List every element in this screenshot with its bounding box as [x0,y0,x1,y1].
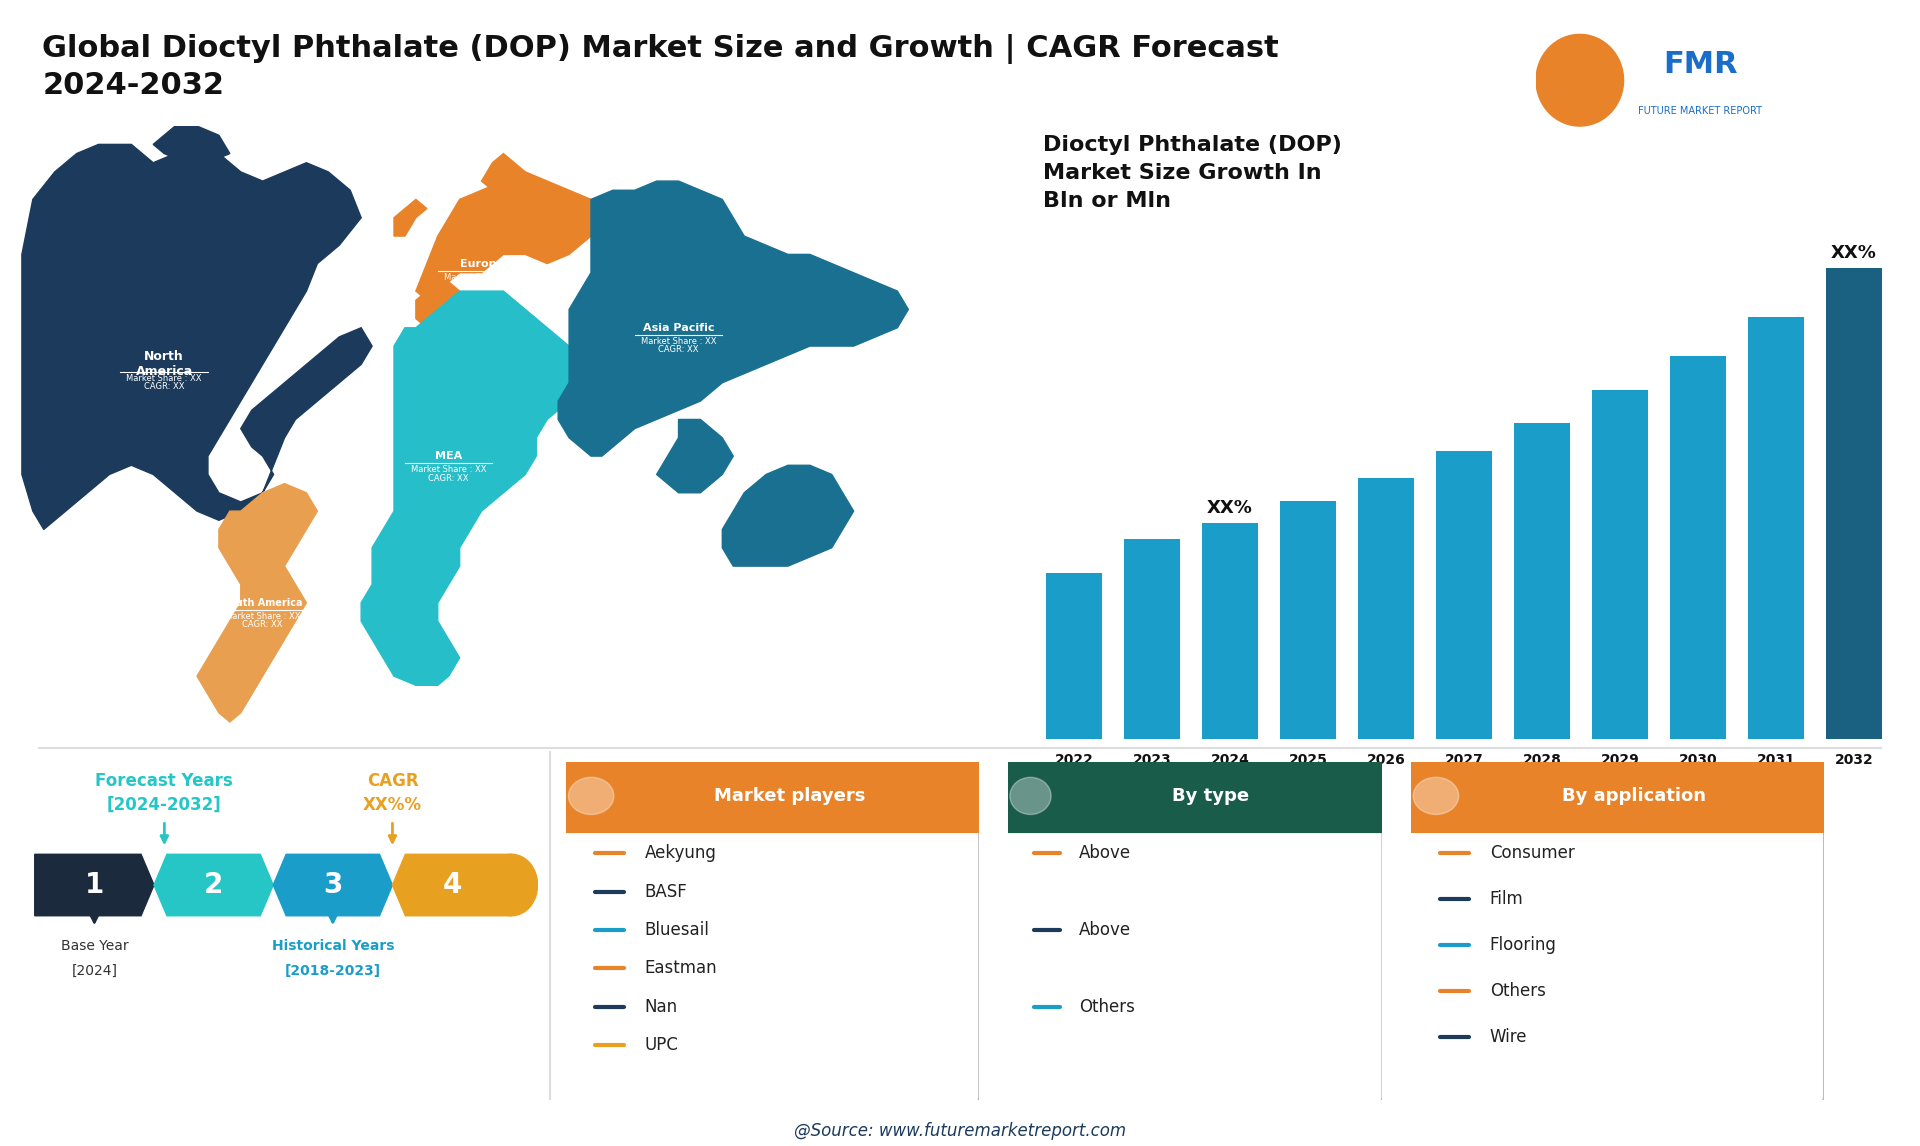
Bar [1670,356,1726,739]
Polygon shape [831,291,864,319]
Text: South America: South America [223,598,303,607]
Polygon shape [657,419,733,493]
Bar [1123,540,1181,739]
FancyBboxPatch shape [555,759,991,833]
Text: [2018-2023]: [2018-2023] [284,964,380,978]
Text: Above: Above [1079,845,1131,863]
Text: Market Share : XX: Market Share : XX [411,465,486,474]
Text: Asia Pacific: Asia Pacific [643,323,714,332]
Polygon shape [394,199,426,236]
Text: Forecast Years: Forecast Years [96,771,232,790]
Text: Nan: Nan [645,998,678,1015]
FancyBboxPatch shape [1400,759,1836,833]
FancyBboxPatch shape [996,759,1394,833]
Polygon shape [361,291,591,685]
Text: Market Share : XX: Market Share : XX [127,374,202,383]
Text: XX%: XX% [1832,244,1878,262]
Text: 2024: 2024 [1212,753,1250,767]
Text: 2022: 2022 [1054,753,1092,767]
Text: FUTURE MARKET REPORT: FUTURE MARKET REPORT [1638,105,1763,116]
Polygon shape [559,181,908,456]
Text: Market Share : XX: Market Share : XX [444,273,518,282]
Bar [1592,390,1647,739]
Text: Consumer: Consumer [1490,845,1574,863]
Bar [1046,573,1102,739]
Text: UPC: UPC [645,1036,678,1054]
Text: CAGR: CAGR [367,771,419,790]
Text: Wire: Wire [1490,1028,1526,1046]
Text: By application: By application [1563,787,1707,804]
Text: Others: Others [1079,998,1135,1015]
Text: CAGR: XX: CAGR: XX [461,281,501,290]
Bar [1513,423,1571,739]
Text: Flooring: Flooring [1490,936,1557,955]
Text: CAGR: XX: CAGR: XX [242,620,282,629]
Polygon shape [35,854,154,916]
Text: XX%: XX% [1208,500,1254,517]
Circle shape [1010,777,1050,815]
Text: 3: 3 [323,871,342,898]
Text: Historical Years: Historical Years [271,940,394,953]
Polygon shape [482,154,526,190]
Text: Global Dioctyl Phthalate (DOP) Market Size and Growth | CAGR Forecast
2024-2032: Global Dioctyl Phthalate (DOP) Market Si… [42,34,1279,101]
Text: Eastman: Eastman [645,959,718,978]
Bar [1357,478,1413,739]
Polygon shape [417,172,603,300]
Text: MEA: MEA [436,452,463,461]
Text: Others: Others [1490,982,1546,1000]
Text: 2023: 2023 [1133,753,1171,767]
Bar [1436,450,1492,739]
Circle shape [568,777,614,815]
Text: Film: Film [1490,890,1523,909]
Text: Above: Above [1079,921,1131,939]
Text: 2032: 2032 [1836,753,1874,767]
Bar [1202,523,1258,739]
Polygon shape [722,465,854,566]
Text: 2: 2 [204,871,223,898]
Text: Base Year: Base Year [61,940,129,953]
Text: CAGR: XX: CAGR: XX [659,345,699,354]
Polygon shape [417,282,459,328]
Text: XX%%: XX%% [363,796,422,814]
Bar [1826,267,1882,739]
Polygon shape [21,144,372,529]
Polygon shape [273,854,392,916]
Text: Market Share : XX: Market Share : XX [641,337,716,346]
Text: [2024]: [2024] [71,964,117,978]
Text: Europe: Europe [459,259,503,268]
Bar [1281,501,1336,739]
Text: @Source: www.futuremarketreport.com: @Source: www.futuremarketreport.com [795,1122,1125,1140]
Text: 2027: 2027 [1444,753,1484,767]
Circle shape [1536,34,1624,126]
Text: 2028: 2028 [1523,753,1561,767]
Text: By type: By type [1171,787,1248,804]
Text: 2026: 2026 [1367,753,1405,767]
Bar [1747,317,1805,739]
Text: Dioctyl Phthalate (DOP)
Market Size Growth In
Bln or Mln: Dioctyl Phthalate (DOP) Market Size Grow… [1043,135,1342,212]
Text: 4: 4 [442,871,461,898]
Polygon shape [154,854,273,916]
Text: Aekyung: Aekyung [645,845,716,863]
Text: North
America: North America [136,351,192,378]
Text: 2031: 2031 [1757,753,1795,767]
Text: CAGR: XX: CAGR: XX [144,382,184,391]
Text: FMR: FMR [1663,50,1738,79]
Polygon shape [154,126,230,163]
Text: BASF: BASF [645,882,687,901]
Circle shape [1413,777,1459,815]
Text: Bluesail: Bluesail [645,921,710,939]
Text: 1: 1 [84,871,104,898]
Polygon shape [392,854,511,916]
Text: 2029: 2029 [1601,753,1640,767]
Text: Market Share : XX: Market Share : XX [225,612,300,621]
Text: 2025: 2025 [1288,753,1327,767]
Text: [2024-2032]: [2024-2032] [108,796,221,814]
Polygon shape [198,484,317,722]
Text: CAGR: XX: CAGR: XX [428,473,468,482]
Text: 2030: 2030 [1678,753,1716,767]
Text: Market players: Market players [714,787,866,804]
Circle shape [486,854,538,916]
